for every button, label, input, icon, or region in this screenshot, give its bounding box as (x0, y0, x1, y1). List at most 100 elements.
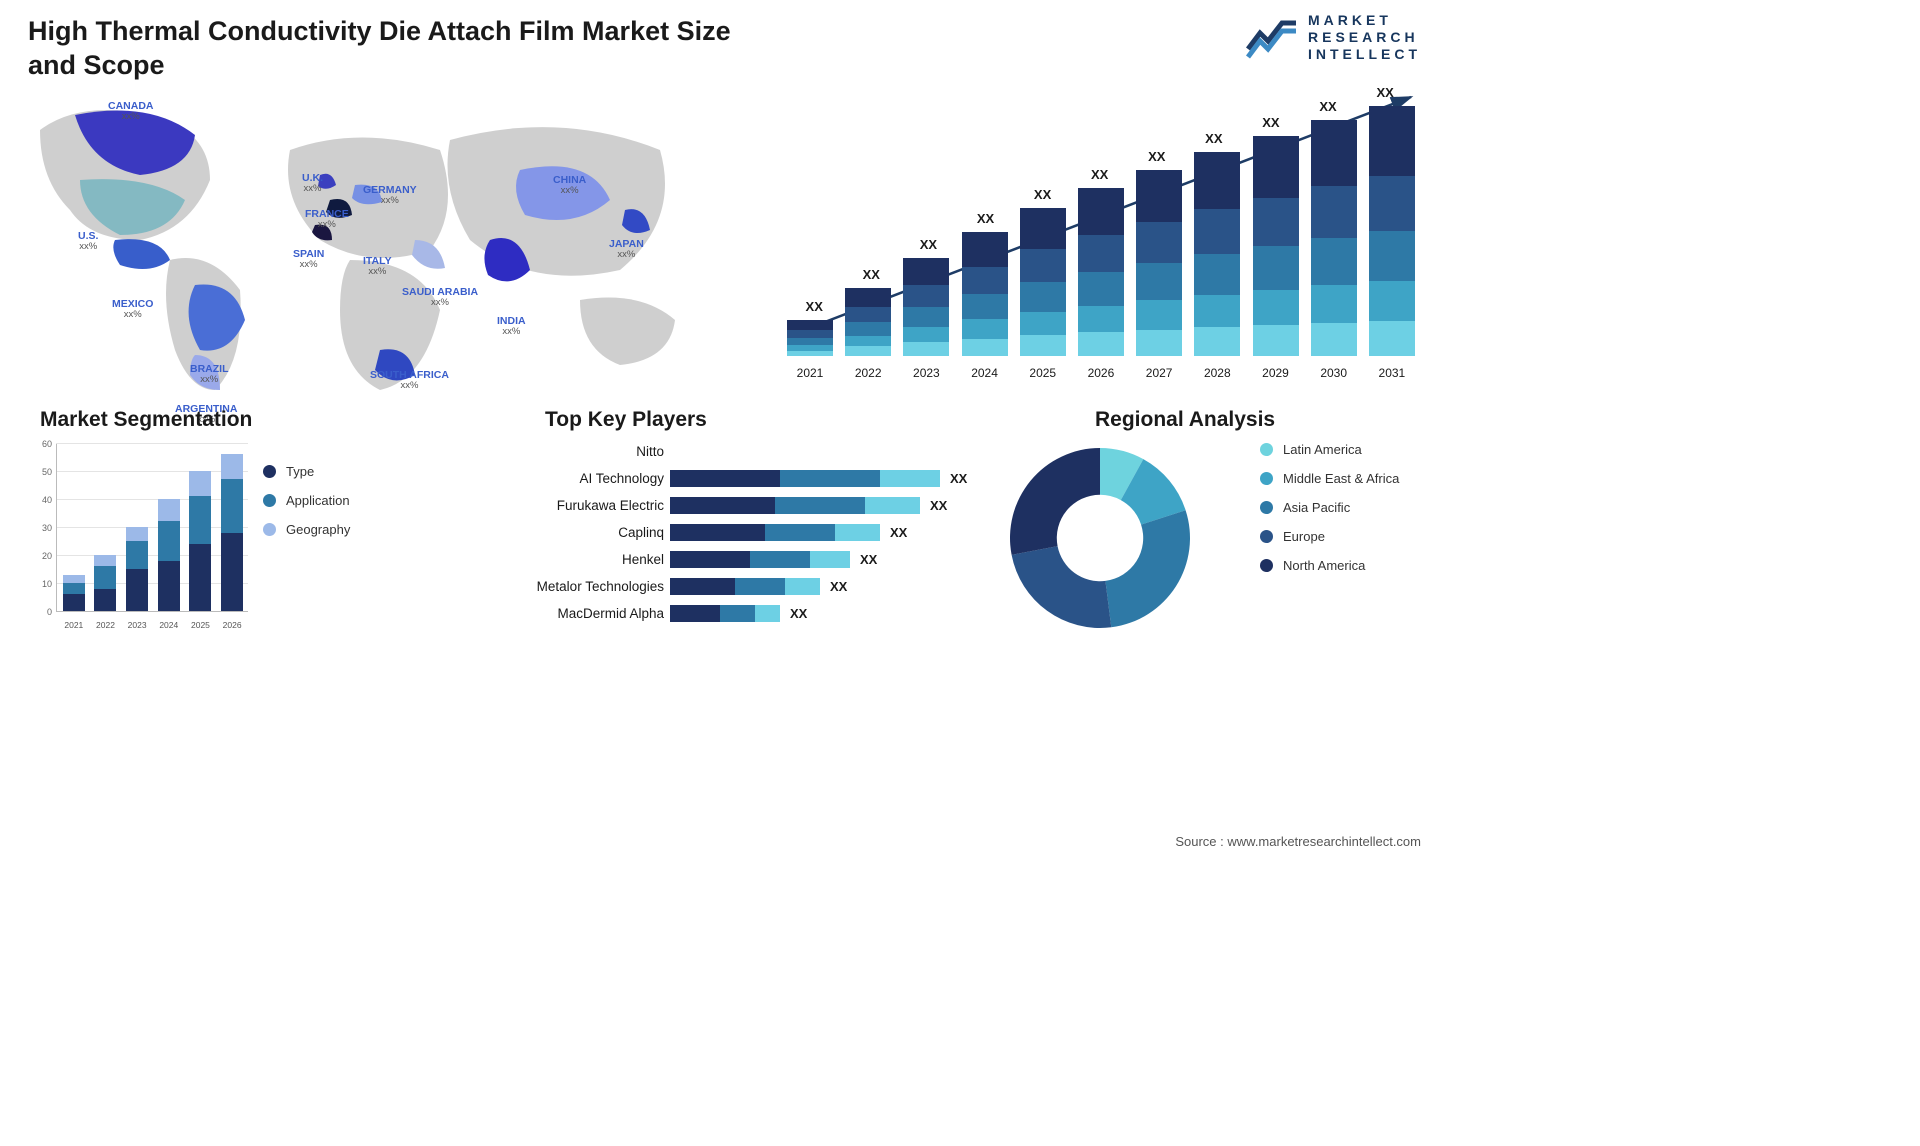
map-label: JAPANxx% (609, 238, 644, 261)
seg-legend-item: Geography (263, 522, 408, 537)
logo-line3: INTELLECT (1308, 46, 1421, 63)
key-player-value: XX (860, 552, 877, 567)
main-chart-xlabel: 2023 (903, 366, 949, 380)
main-chart-bar-label: XX (1319, 99, 1336, 114)
map-label: ITALYxx% (363, 255, 392, 278)
map-label: SPAINxx% (293, 248, 324, 271)
main-chart-bar-label: XX (1091, 167, 1108, 182)
seg-xlabel: 2024 (159, 620, 178, 630)
key-player-bar (670, 497, 920, 514)
segmentation-chart: 0102030405060 202120222023202420252026 T… (28, 440, 408, 630)
map-label: FRANCExx% (305, 208, 349, 231)
key-player-row: Nitto (490, 438, 970, 465)
key-player-row: MacDermid Alpha XX (490, 600, 970, 627)
key-player-name: Henkel (490, 552, 670, 567)
main-chart-bar (1253, 136, 1299, 356)
key-players-chart: NittoAI TechnologyXXFurukawa ElectricXXC… (490, 438, 970, 633)
key-player-name: Furukawa Electric (490, 498, 670, 513)
main-chart-xlabel: 2026 (1078, 366, 1124, 380)
seg-ylabel: 10 (28, 579, 52, 589)
map-label: MEXICOxx% (112, 298, 153, 321)
regional-legend-item: Europe (1260, 529, 1420, 544)
key-player-row: AI TechnologyXX (490, 465, 970, 492)
key-player-bar (670, 578, 820, 595)
main-chart-bar (1136, 170, 1182, 356)
main-chart-xlabel: 2022 (845, 366, 891, 380)
world-map: CANADAxx%U.S.xx%MEXICOxx%BRAZILxx%ARGENT… (20, 90, 690, 390)
logo-line1: MARKET (1308, 12, 1421, 29)
seg-ylabel: 50 (28, 467, 52, 477)
donut-slice (1012, 546, 1112, 628)
key-player-name: Nitto (490, 444, 670, 459)
key-player-bar (670, 551, 850, 568)
main-chart-bar (903, 258, 949, 356)
logo-mark-icon (1246, 15, 1298, 59)
main-chart-bar-label: XX (977, 211, 994, 226)
key-player-row: Metalor Technologies XX (490, 573, 970, 600)
key-player-name: AI Technology (490, 471, 670, 486)
key-player-row: Henkel XX (490, 546, 970, 573)
seg-ylabel: 20 (28, 551, 52, 561)
main-chart-xlabel: 2025 (1020, 366, 1066, 380)
key-player-name: Metalor Technologies (490, 579, 670, 594)
key-player-value: XX (930, 498, 947, 513)
main-chart-bar-label: XX (806, 299, 823, 314)
main-chart-xlabel: 2028 (1194, 366, 1240, 380)
map-label: BRAZILxx% (190, 363, 229, 386)
main-chart-bar-label: XX (920, 237, 937, 252)
main-chart-xlabel: 2031 (1369, 366, 1415, 380)
main-chart-bar-label: XX (1034, 187, 1051, 202)
key-player-value: XX (830, 579, 847, 594)
donut-svg (1000, 438, 1200, 638)
seg-ylabel: 0 (28, 607, 52, 617)
map-label: SOUTH AFRICAxx% (370, 369, 449, 392)
key-player-value: XX (790, 606, 807, 621)
main-chart-bar (1311, 120, 1357, 356)
map-label: U.K.xx% (302, 172, 323, 195)
main-chart-xlabel: 2029 (1253, 366, 1299, 380)
seg-xlabel: 2023 (128, 620, 147, 630)
seg-xlabel: 2021 (64, 620, 83, 630)
main-chart-bar-label: XX (1376, 85, 1393, 100)
seg-ylabel: 60 (28, 439, 52, 449)
key-player-name: MacDermid Alpha (490, 606, 670, 621)
main-chart-bar (1078, 188, 1124, 356)
seg-legend-item: Type (263, 464, 408, 479)
main-chart-bar-label: XX (1262, 115, 1279, 130)
seg-ylabel: 40 (28, 495, 52, 505)
segmentation-title: Market Segmentation (40, 408, 252, 432)
main-chart-bar (1369, 106, 1415, 356)
map-label: CHINAxx% (553, 174, 586, 197)
key-player-value: XX (890, 525, 907, 540)
main-chart-xlabel: 2024 (962, 366, 1008, 380)
key-player-bar (670, 470, 940, 487)
key-player-row: Caplinq XX (490, 519, 970, 546)
map-label: U.S.xx% (78, 230, 98, 253)
regional-donut-chart: Latin AmericaMiddle East & AfricaAsia Pa… (1000, 438, 1420, 633)
main-chart-bar (1194, 152, 1240, 356)
key-players-title: Top Key Players (545, 408, 707, 432)
source-note: Source : www.marketresearchintellect.com (1175, 834, 1421, 849)
main-chart-bar (787, 320, 833, 356)
seg-xlabel: 2026 (223, 620, 242, 630)
main-chart-bar (1020, 208, 1066, 356)
main-stacked-bar-chart: XXXXXXXXXXXXXXXXXXXXXX 20212022202320242… (781, 95, 1421, 380)
key-player-name: Caplinq (490, 525, 670, 540)
brand-logo: MARKET RESEARCH INTELLECT (1246, 12, 1421, 62)
world-map-svg (20, 90, 690, 390)
main-chart-xlabel: 2030 (1311, 366, 1357, 380)
main-chart-bar-label: XX (863, 267, 880, 282)
main-chart-bar-label: XX (1205, 131, 1222, 146)
regional-legend-item: North America (1260, 558, 1420, 573)
seg-legend-item: Application (263, 493, 408, 508)
logo-line2: RESEARCH (1308, 29, 1421, 46)
regional-title: Regional Analysis (1095, 408, 1275, 432)
regional-legend-item: Latin America (1260, 442, 1420, 457)
regional-legend-item: Asia Pacific (1260, 500, 1420, 515)
map-label: CANADAxx% (108, 100, 154, 123)
map-label: GERMANYxx% (363, 184, 417, 207)
seg-xlabel: 2022 (96, 620, 115, 630)
main-chart-bar (962, 232, 1008, 356)
main-chart-bar-label: XX (1148, 149, 1165, 164)
key-player-bar (670, 605, 780, 622)
